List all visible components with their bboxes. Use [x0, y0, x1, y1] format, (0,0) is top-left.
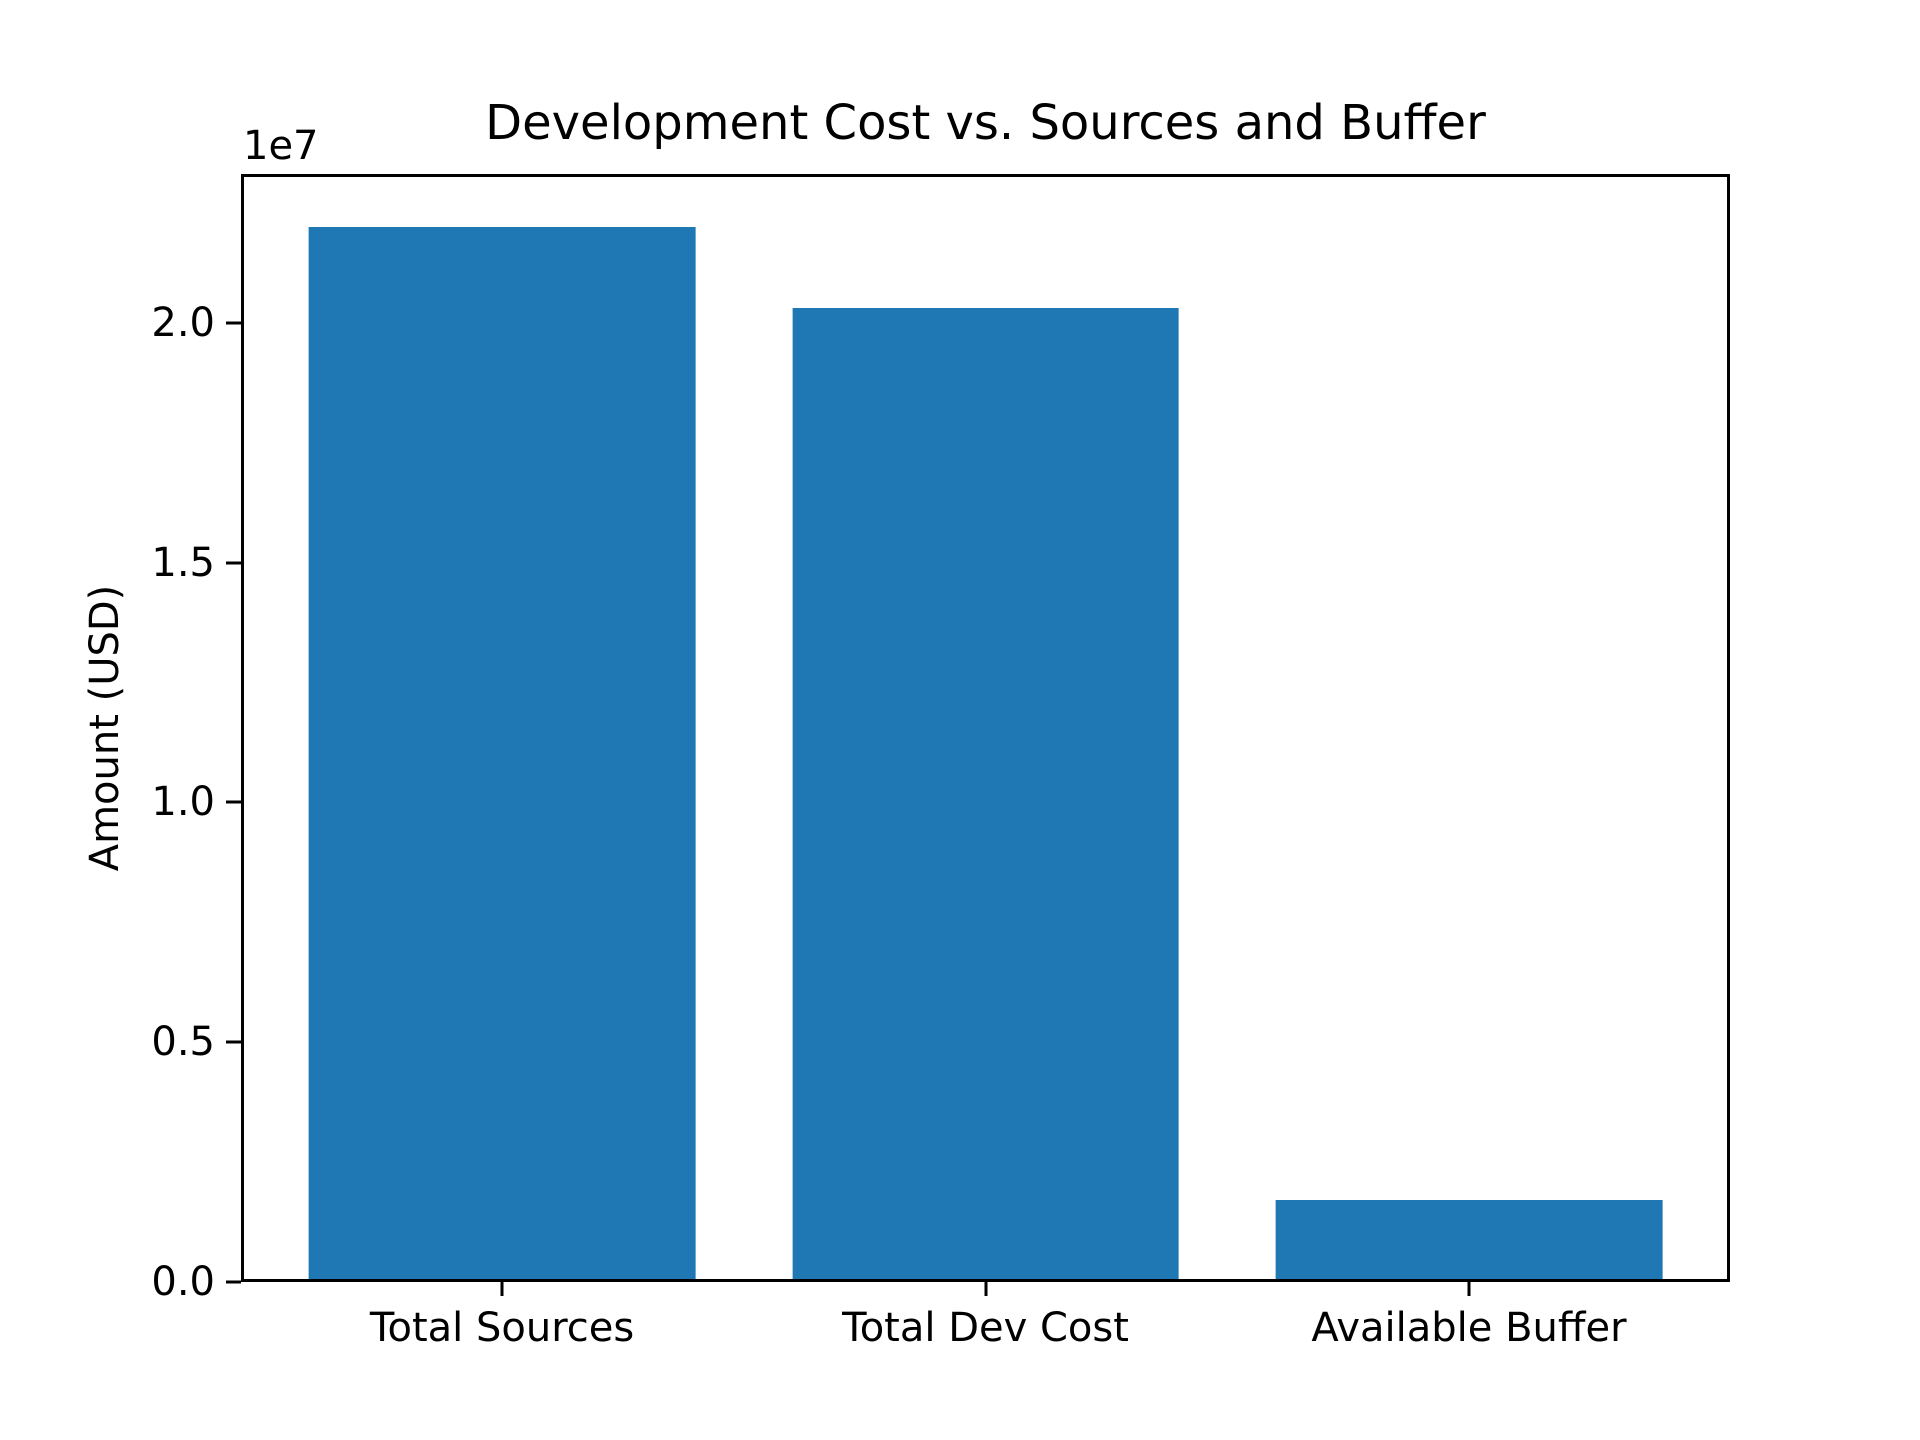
y-axis-label: Amount (USD)	[82, 584, 128, 872]
y-axis-offset-text: 1e7	[243, 123, 319, 169]
bar-available-buffer	[1275, 1200, 1663, 1282]
y-tick-mark	[226, 561, 241, 565]
chart-title: Development Cost vs. Sources and Buffer	[485, 95, 1486, 151]
y-tick-mark	[226, 1280, 241, 1284]
x-tick-label-available-buffer: Available Buffer	[1311, 1305, 1627, 1351]
y-tick-label-1.5: 1.5	[151, 539, 215, 586]
x-tick-label-total-sources: Total Sources	[369, 1305, 635, 1351]
bar-total-sources	[308, 226, 696, 1282]
x-tick-label-total-dev-cost: Total Dev Cost	[842, 1305, 1129, 1351]
x-tick-mark	[1467, 1282, 1471, 1296]
y-tick-mark	[226, 321, 241, 325]
y-tick-label-2.0: 2.0	[151, 299, 215, 346]
bar-total-dev-cost	[792, 308, 1179, 1282]
plot-area: 0.0 0.5 1.0 1.5 2.0 Total Sources Total Dev C…	[151, 174, 1730, 1348]
x-tick-mark	[984, 1282, 987, 1296]
y-tick-mark	[226, 800, 241, 804]
y-tick-label-0.0: 0.0	[151, 1259, 215, 1305]
y-tick-label-0.5: 0.5	[151, 1019, 215, 1066]
x-tick-mark	[500, 1282, 504, 1296]
y-tick-label-1.0: 1.0	[151, 779, 215, 826]
y-tick-mark	[226, 1040, 241, 1044]
